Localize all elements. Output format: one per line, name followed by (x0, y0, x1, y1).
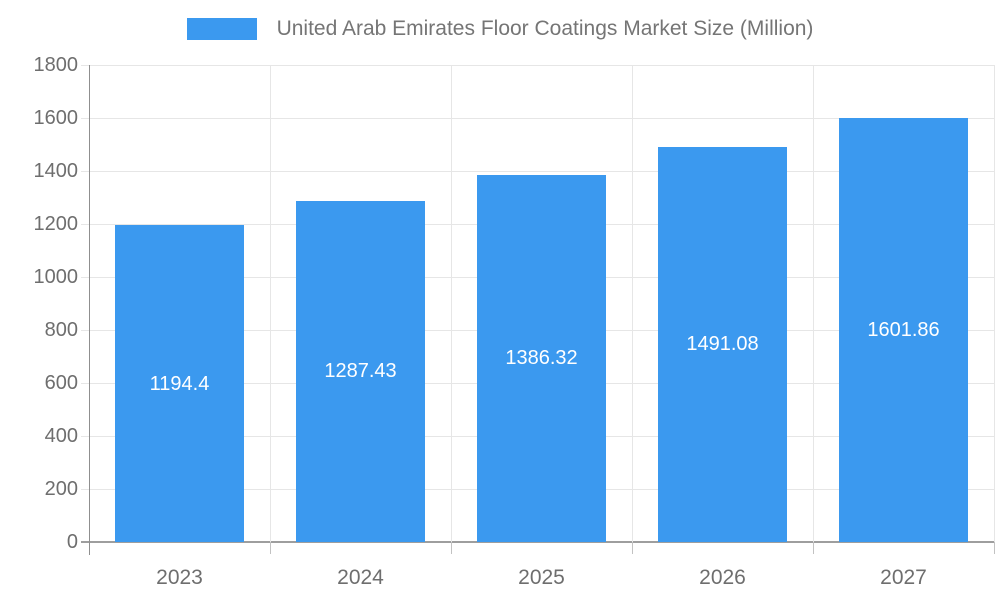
x-tick-mark (994, 542, 995, 554)
bar-value-label: 1601.86 (867, 319, 940, 341)
y-tick-label: 200 (44, 478, 78, 500)
legend: United Arab Emirates Floor Coatings Mark… (0, 16, 1000, 42)
bar-value-label: 1491.08 (686, 333, 759, 355)
x-tick-label: 2025 (518, 566, 565, 589)
y-tick-label: 400 (44, 425, 78, 447)
y-tick-label: 1400 (33, 160, 79, 182)
bar-value-label: 1194.4 (149, 373, 210, 395)
v-gridline (270, 65, 271, 542)
bar (839, 117, 968, 542)
bar (477, 174, 606, 542)
chart-title: United Arab Emirates Floor Coatings Mark… (276, 17, 814, 40)
bar (296, 200, 425, 542)
y-tick-label: 800 (44, 319, 78, 341)
x-tick-label: 2026 (699, 566, 746, 589)
y-axis-line (89, 65, 90, 555)
legend-swatch (186, 18, 257, 40)
y-tick-label: 1200 (33, 213, 79, 235)
h-gridline (81, 171, 994, 172)
y-tick-label: 1800 (33, 54, 79, 76)
y-tick-label: 0 (66, 531, 78, 553)
bar-value-label: 1287.43 (324, 360, 397, 382)
v-gridline (451, 65, 452, 542)
bar-value-label: 1386.32 (505, 347, 578, 369)
x-tick-mark (270, 542, 271, 554)
x-tick-mark (813, 542, 814, 554)
bar (115, 225, 244, 542)
x-tick-label: 2027 (880, 566, 927, 589)
bar (658, 146, 787, 542)
v-gridline (994, 65, 995, 542)
y-tick-label: 1600 (33, 107, 79, 129)
v-gridline (813, 65, 814, 542)
y-tick-label: 600 (44, 372, 78, 394)
x-tick-mark (451, 542, 452, 554)
x-tick-mark (632, 542, 633, 554)
h-gridline (81, 65, 994, 66)
x-tick-label: 2023 (156, 566, 203, 589)
x-tick-label: 2024 (337, 566, 384, 589)
h-gridline (81, 118, 994, 119)
y-tick-label: 1000 (33, 266, 79, 288)
x-axis-line (81, 541, 994, 543)
v-gridline (632, 65, 633, 542)
